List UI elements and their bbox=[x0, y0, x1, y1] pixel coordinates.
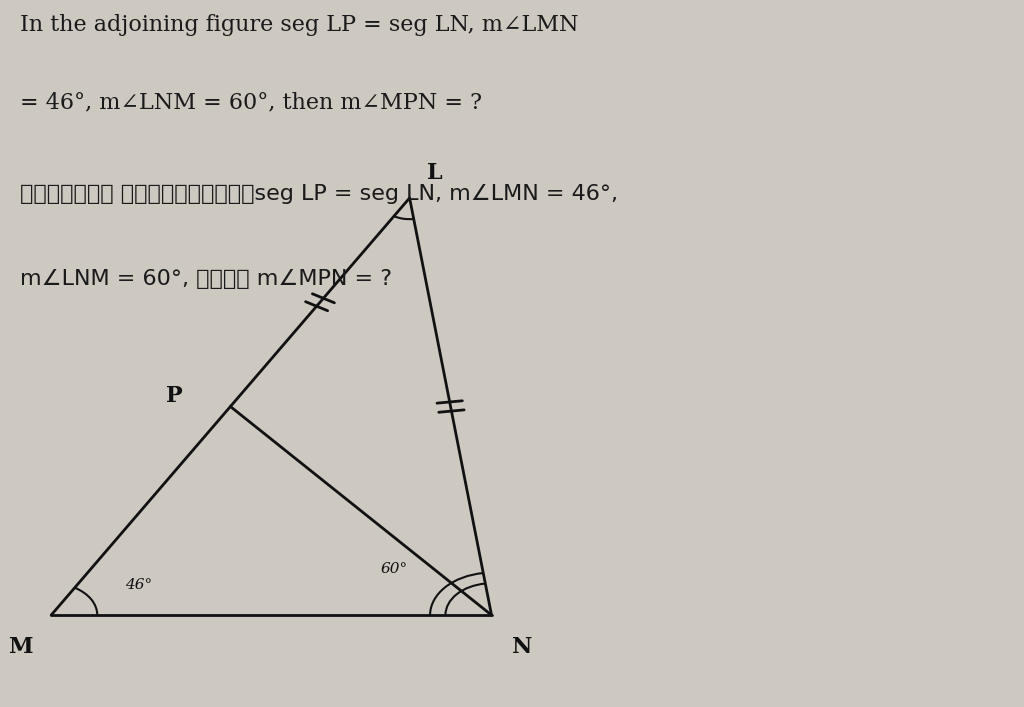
Text: शेजारील आकृतीमध्येseg LP = seg LN, m∠LMN = 46°,: शेजारील आकृतीमध्येseg LP = seg LN, m∠LMN… bbox=[20, 184, 618, 204]
Text: m∠LNM = 60°, नंतर m∠MPN = ?: m∠LNM = 60°, नंतर m∠MPN = ? bbox=[20, 269, 392, 288]
Text: = 46°, m∠LNM = 60°, then m∠MPN = ?: = 46°, m∠LNM = 60°, then m∠MPN = ? bbox=[20, 92, 482, 114]
Text: M: M bbox=[8, 636, 33, 658]
Text: 46°: 46° bbox=[125, 578, 152, 592]
Text: N: N bbox=[512, 636, 532, 658]
Text: 60°: 60° bbox=[381, 562, 408, 576]
Text: P: P bbox=[166, 385, 182, 407]
Text: L: L bbox=[427, 162, 443, 185]
Text: In the adjoining figure seg LP = seg LN, m∠LMN: In the adjoining figure seg LP = seg LN,… bbox=[20, 14, 579, 36]
